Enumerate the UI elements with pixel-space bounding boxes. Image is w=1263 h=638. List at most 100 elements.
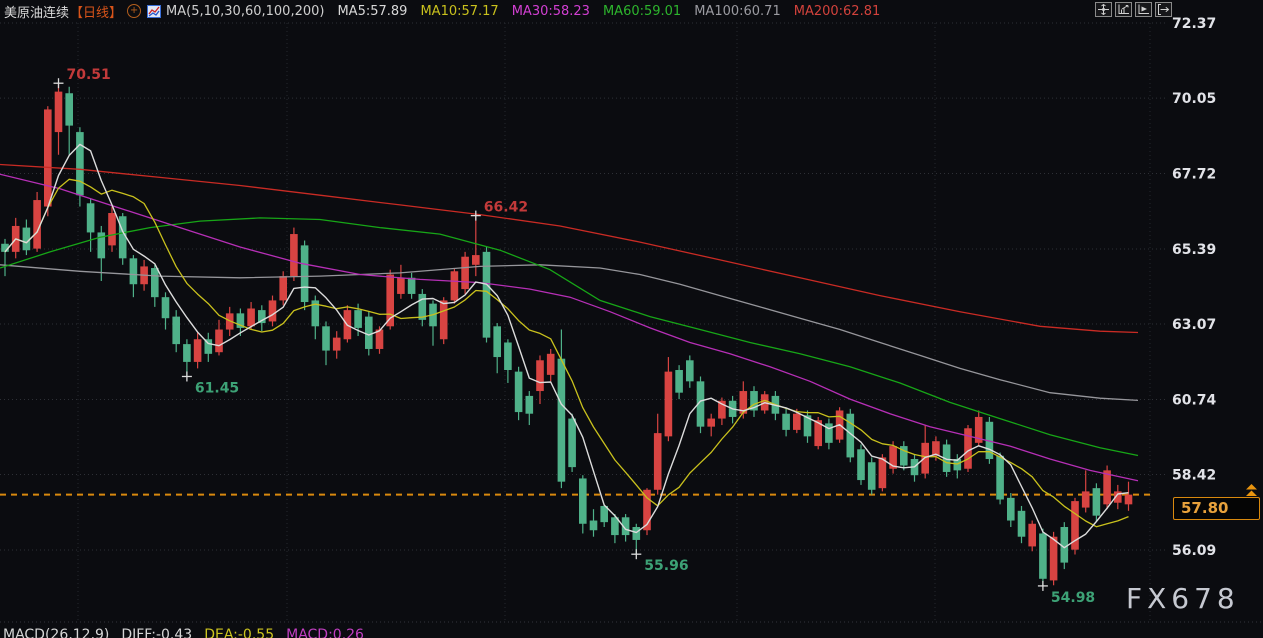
- candle: [953, 454, 962, 479]
- ma-value: MA5:57.89: [337, 3, 408, 19]
- candle: [482, 247, 491, 343]
- y-axis-label: 58.42: [1172, 468, 1216, 484]
- extreme-marker: 66.42: [470, 200, 528, 221]
- candle: [172, 310, 180, 353]
- macd-value: MACD(26,12,9): [3, 627, 110, 638]
- candle: [825, 418, 833, 450]
- candle: [664, 357, 673, 442]
- candle: [397, 264, 405, 299]
- candle: [996, 452, 1004, 505]
- candle: [108, 206, 116, 252]
- candle: [1039, 528, 1047, 586]
- ma-value: MA100:60.71: [694, 3, 781, 19]
- candle: [183, 339, 191, 377]
- candle: [1049, 531, 1058, 586]
- candle: [514, 366, 523, 421]
- watermark: FX678: [1126, 582, 1240, 615]
- candle: [707, 413, 715, 437]
- y-axis-label: 60.74: [1172, 392, 1217, 408]
- candle: [161, 292, 170, 330]
- candle: [803, 410, 812, 443]
- ma-value: MA60:59.01: [602, 3, 682, 19]
- extreme-marker: 54.98: [1037, 580, 1095, 606]
- y-axis-label: 70.05: [1172, 91, 1216, 107]
- candle: [300, 240, 309, 311]
- candle: [1028, 520, 1036, 552]
- candle: [1017, 505, 1026, 544]
- extreme-label: 66.42: [484, 200, 528, 216]
- candle: [472, 215, 480, 277]
- candle: [258, 305, 266, 332]
- candle: [557, 329, 566, 489]
- period-label: 【日线】: [70, 5, 123, 21]
- candle: [1124, 481, 1133, 511]
- pop-out-icon[interactable]: [1155, 2, 1172, 17]
- ma-settings-label: MA(5,10,30,60,100,200): [166, 3, 325, 19]
- move-crosshair-icon[interactable]: [1095, 2, 1112, 17]
- candle: [974, 410, 983, 447]
- candle: [1103, 465, 1111, 510]
- candle: [1060, 522, 1069, 570]
- scale-right-axis-icon[interactable]: [1135, 2, 1152, 17]
- candle: [921, 425, 929, 479]
- y-axis-label: 65.39: [1172, 242, 1216, 258]
- candle: [653, 413, 662, 495]
- candle: [290, 227, 298, 281]
- candle: [867, 457, 876, 495]
- extreme-marker: 70.51: [53, 67, 111, 89]
- extreme-label: 70.51: [67, 67, 111, 83]
- candle: [964, 425, 972, 472]
- ma-line-ma5: [4, 143, 1129, 549]
- candle: [33, 191, 41, 252]
- ma-value: MA10:57.17: [420, 3, 499, 19]
- candle: [204, 332, 213, 362]
- y-axis-label: 56.09: [1172, 543, 1216, 559]
- candle: [600, 504, 608, 528]
- candle: [985, 416, 994, 464]
- candle: [504, 339, 512, 383]
- candle: [236, 308, 245, 337]
- ma-line-ma100: [0, 264, 1139, 402]
- candle: [942, 439, 951, 477]
- chart-type-icon[interactable]: [147, 4, 162, 18]
- candle: [878, 454, 887, 492]
- jump-to-latest-icon[interactable]: [1244, 484, 1259, 497]
- candle: [44, 106, 52, 217]
- extreme-label: 61.45: [195, 380, 239, 396]
- instrument-title: 美原油连续: [4, 5, 70, 21]
- candle: [889, 441, 897, 474]
- candle: [632, 523, 641, 555]
- candle: [386, 269, 394, 330]
- candle: [536, 355, 544, 404]
- candle: [151, 264, 159, 307]
- candle: [332, 331, 341, 359]
- circle-plus-icon[interactable]: +: [127, 4, 142, 18]
- candle: [525, 391, 534, 426]
- candle: [1081, 470, 1090, 513]
- candle: [268, 295, 277, 327]
- candle: [322, 321, 330, 366]
- candle: [193, 332, 202, 369]
- ma-line-ma30: [0, 173, 1139, 482]
- candle: [1092, 483, 1101, 523]
- ma-value: MA30:58.23: [511, 3, 590, 19]
- ma-value: MA200:62.81: [793, 3, 881, 19]
- candle: [429, 300, 437, 346]
- macd-value: DEA:-0.55: [204, 627, 275, 638]
- candle: [11, 217, 20, 259]
- candle: [546, 348, 555, 382]
- candle: [686, 355, 694, 388]
- chart-toolbar: [1095, 2, 1172, 17]
- candle: [1071, 497, 1079, 555]
- candle: [311, 295, 320, 340]
- candle: [65, 86, 73, 155]
- scale-left-axis-icon[interactable]: [1115, 2, 1132, 17]
- y-axis-label: 67.72: [1172, 167, 1216, 183]
- candle: [439, 297, 448, 345]
- ma-line-ma10: [4, 178, 1129, 528]
- ma-line-ma200: [0, 163, 1139, 334]
- candle: [643, 488, 651, 536]
- candle: [696, 376, 705, 434]
- candle: [1114, 484, 1122, 510]
